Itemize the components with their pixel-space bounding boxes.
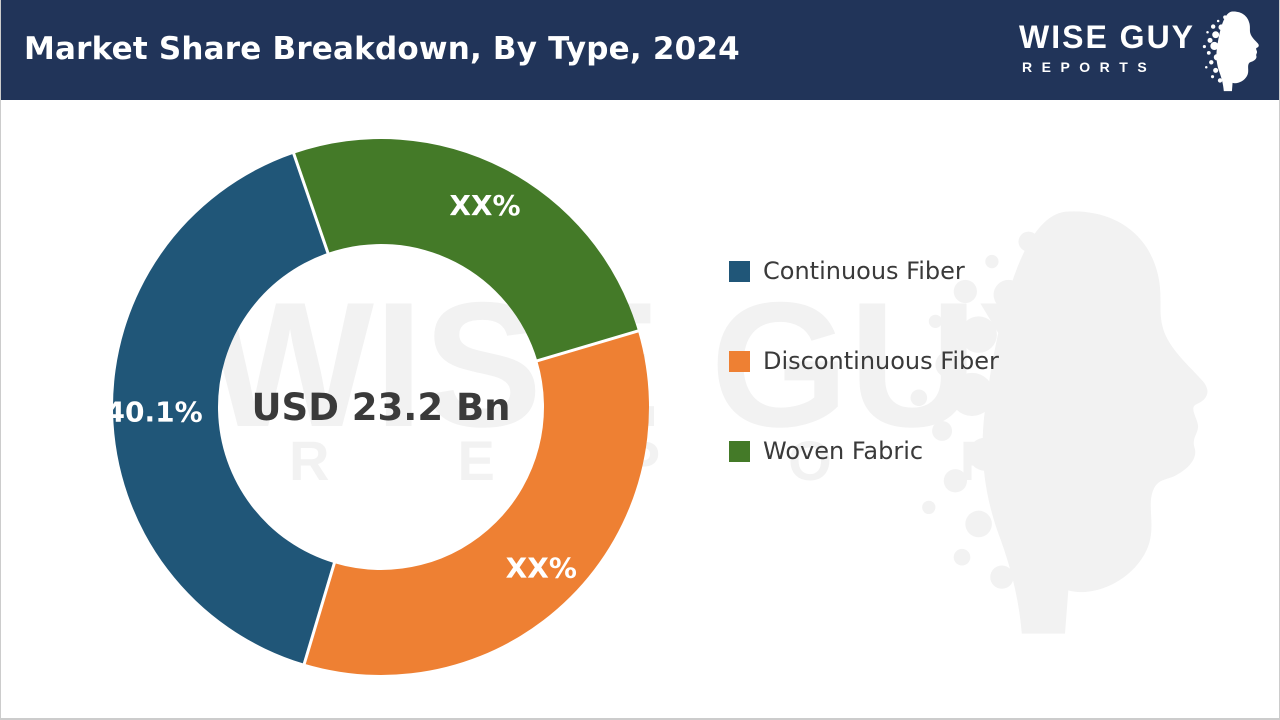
- logo-reports-text: REPORTS: [1022, 59, 1157, 75]
- pie-slice-continuous-fiber: [113, 153, 335, 664]
- slice-percentage-label: XX%: [449, 189, 520, 222]
- slice-percentage-label: 40.1%: [110, 396, 203, 429]
- header: Market Share Breakdown, By Type, 2024 WI…: [1, 0, 1279, 100]
- pie-slice-woven-fabric: [293, 139, 638, 361]
- legend-label: Continuous Fiber: [763, 257, 965, 285]
- legend-swatch-woven-fabric: [729, 440, 750, 462]
- legend-label: Woven Fabric: [763, 437, 924, 465]
- chart-legend: Continuous Fiber Discontinuous Fiber Wov…: [729, 257, 999, 527]
- slice-separator: [535, 328, 641, 363]
- legend-swatch-continuous-fiber: [729, 260, 750, 282]
- logo-wiseguy-text: WISE GUY: [1019, 19, 1196, 55]
- legend-swatch-discontinuous-fiber: [729, 350, 750, 372]
- legend-label: Discontinuous Fiber: [763, 347, 999, 375]
- wiseguy-logo: WISE GUY REPORTS: [1009, 7, 1267, 95]
- donut-center-value: USD 23.2 Bn: [252, 386, 511, 429]
- slice-percentage-label: XX%: [506, 552, 577, 585]
- donut-chart: 40.1% XX% XX% USD 23.2 Bn: [110, 139, 649, 675]
- pie-slice-discontinuous-fiber: [304, 330, 649, 675]
- legend-item-continuous-fiber: Continuous Fiber: [729, 257, 999, 285]
- slice-separator: [291, 151, 330, 255]
- page-title: Market Share Breakdown, By Type, 2024: [24, 31, 740, 67]
- wiseguy-face-icon: [1195, 9, 1267, 93]
- slice-separator: [302, 561, 337, 667]
- legend-item-woven-fabric: Woven Fabric: [729, 437, 999, 465]
- legend-item-discontinuous-fiber: Discontinuous Fiber: [729, 347, 999, 375]
